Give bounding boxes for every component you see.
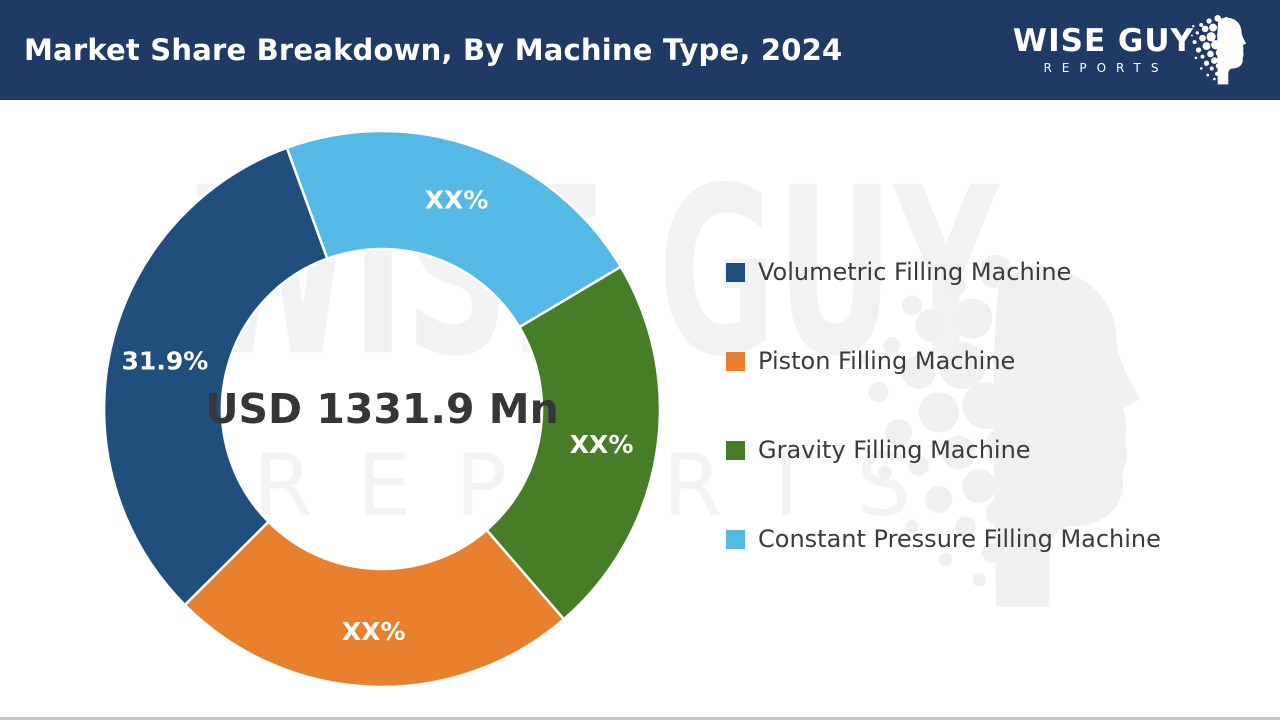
face-profile-dots-icon (1188, 12, 1254, 88)
legend-swatch (726, 351, 745, 371)
wedge-volumetric-filling-machine (102, 146, 329, 607)
wedge-share-label: 31.9% (122, 346, 209, 375)
center-value-label: USD 1331.9 Mn (205, 385, 559, 433)
legend-item: Constant Pressure Filling Machine (726, 525, 1161, 553)
wedge-share-label: XX% (425, 185, 489, 214)
logo-text: WISE GUY REPORTS (1012, 23, 1194, 75)
donut-chart: 31.9% XX% XX% XX% (102, 129, 662, 689)
wedge-share-label: XX% (342, 617, 406, 646)
legend-item: Gravity Filling Machine (726, 436, 1161, 464)
legend-item: Volumetric Filling Machine (726, 258, 1161, 286)
legend-item: Piston Filling Machine (726, 347, 1161, 375)
legend-swatch (726, 262, 745, 282)
logo-subtitle: REPORTS (1043, 61, 1169, 75)
wedge-piston-filling-machine (183, 520, 566, 689)
legend-label: Gravity Filling Machine (758, 436, 1031, 464)
chart-legend: Volumetric Filling Machine Piston Fillin… (726, 258, 1161, 616)
wiseguy-logo: WISE GUY REPORTS (1013, 12, 1254, 88)
legend-label: Constant Pressure Filling Machine (758, 525, 1161, 553)
legend-swatch (726, 529, 745, 549)
wedge-share-label: XX% (570, 430, 634, 459)
chart-area: WISE GUY REPORTS 31.9%XX%XX%XX% USD 1331… (0, 100, 1280, 717)
wedge-constant-pressure-filling-machine (285, 129, 623, 329)
legend-swatch (726, 440, 745, 460)
legend-label: Piston Filling Machine (758, 347, 1016, 375)
header-bar: Market Share Breakdown, By Machine Type,… (0, 0, 1280, 100)
wedge-gravity-filling-machine (485, 265, 662, 621)
legend-label: Volumetric Filling Machine (758, 258, 1072, 286)
page-title: Market Share Breakdown, By Machine Type,… (24, 33, 843, 67)
logo-name: WISE GUY (1012, 23, 1194, 59)
